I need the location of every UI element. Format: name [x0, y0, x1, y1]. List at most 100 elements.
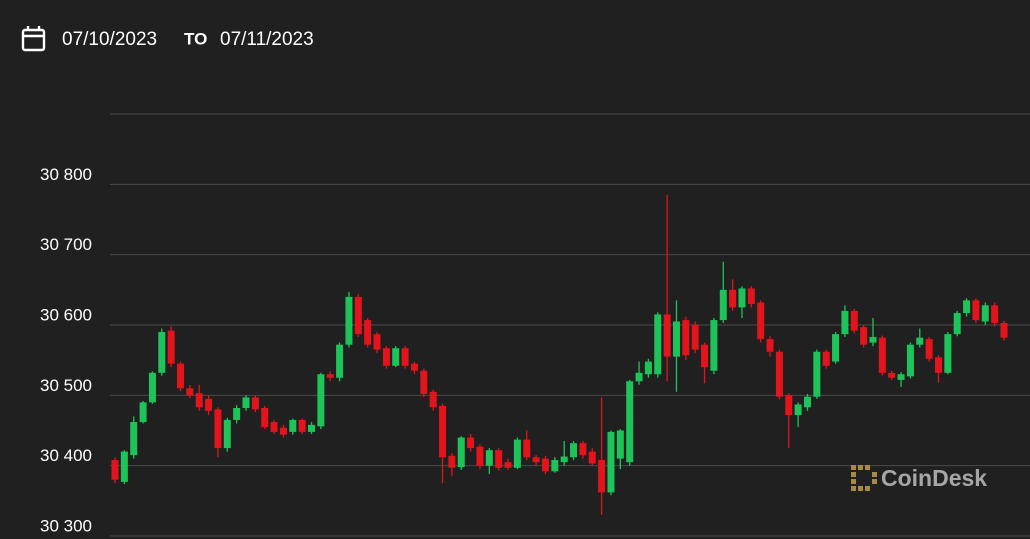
candle-body [757, 302, 765, 340]
candle-body [467, 437, 475, 449]
candle-body [710, 320, 718, 371]
candle-body [579, 443, 587, 456]
calendar-icon [21, 26, 46, 52]
candle-body [897, 374, 905, 380]
candle-body [878, 337, 886, 373]
candle-body [148, 372, 156, 403]
candle-body [214, 409, 222, 449]
candle-body [195, 393, 203, 408]
candle-body [420, 370, 428, 394]
candle-body [532, 457, 540, 463]
candle-body [130, 422, 138, 456]
candle-body [364, 320, 372, 345]
y-tick-label: 30 300 [40, 516, 92, 535]
candle-body [401, 348, 409, 366]
candle-body [439, 405, 447, 458]
candle-body [373, 334, 381, 350]
candle-body [336, 344, 344, 378]
y-tick-label: 30 800 [40, 165, 92, 184]
candle-body [354, 296, 362, 335]
candle-body [626, 381, 634, 463]
candle-body [934, 357, 942, 373]
candle-body [953, 313, 961, 335]
candle-body [794, 404, 802, 416]
y-tick-label: 30 700 [40, 235, 92, 254]
y-tick-label: 30 600 [40, 305, 92, 324]
candle-body [167, 330, 175, 364]
watermark-text: CoinDesk [881, 465, 987, 491]
candle-body [850, 310, 858, 331]
candle-body [326, 374, 334, 378]
candle-body [860, 327, 868, 345]
date-from[interactable]: 07/10/2023 [62, 29, 157, 50]
candle-body [616, 430, 624, 459]
candle-body [654, 314, 662, 375]
candle-body [944, 334, 952, 373]
candle-body [298, 419, 306, 432]
candle-body [981, 305, 989, 322]
candle-body [504, 462, 512, 468]
candle-body [598, 460, 606, 493]
candle-body [223, 419, 231, 449]
candle-body [747, 288, 755, 304]
candle-body [251, 397, 259, 410]
candle-body [242, 397, 250, 408]
candle-body [719, 289, 727, 321]
date-to[interactable]: 07/11/2023 [220, 29, 314, 50]
candle-body [701, 344, 709, 368]
y-tick-label: 30 500 [40, 376, 92, 395]
candle-body [139, 402, 147, 423]
candle-body [588, 451, 596, 464]
candle-body [813, 351, 821, 397]
candle-body [832, 334, 840, 362]
candle-body [111, 460, 119, 480]
candle-body [1000, 322, 1008, 338]
candle-body [308, 424, 316, 432]
candle-body [560, 456, 568, 463]
candle-body [513, 439, 521, 468]
candle-body [729, 289, 737, 308]
candle-body [541, 458, 549, 472]
candle-body [317, 374, 325, 427]
candle-body [963, 300, 971, 314]
candle-body [803, 396, 811, 408]
candle-body [261, 407, 269, 427]
candle-body [972, 300, 980, 321]
candle-body [457, 437, 465, 468]
candle-body [485, 450, 493, 466]
candle-body [382, 348, 390, 366]
date-separator: TO [184, 29, 207, 48]
candle-body [841, 310, 849, 335]
candle-body [682, 320, 690, 356]
candle-body [448, 455, 456, 468]
candle-body [120, 451, 128, 482]
candle-body [775, 351, 783, 397]
candle-body [869, 336, 877, 343]
candle-body [233, 407, 241, 420]
candle-body [672, 321, 680, 357]
candle-body [177, 363, 185, 389]
candle-body [205, 398, 213, 411]
candle-body [644, 361, 652, 375]
candle-body [186, 388, 194, 396]
candle-body [991, 305, 999, 323]
candle-body [270, 422, 278, 432]
candle-body [785, 395, 793, 416]
candle-body [158, 332, 166, 373]
candle-body [822, 351, 830, 366]
candle-body [410, 363, 418, 371]
candle-body [906, 344, 914, 377]
candle-body [635, 372, 643, 382]
candle-body [523, 439, 531, 458]
candle-body [345, 296, 353, 345]
candle-body [392, 348, 400, 366]
candle-body [888, 372, 896, 378]
candle-body [607, 431, 615, 493]
candle-body [495, 450, 503, 468]
candle-body [551, 460, 559, 472]
candle-body [916, 337, 924, 345]
watermark-icon [851, 465, 877, 491]
candle-body [476, 446, 484, 466]
y-tick-label: 30 400 [40, 446, 92, 465]
